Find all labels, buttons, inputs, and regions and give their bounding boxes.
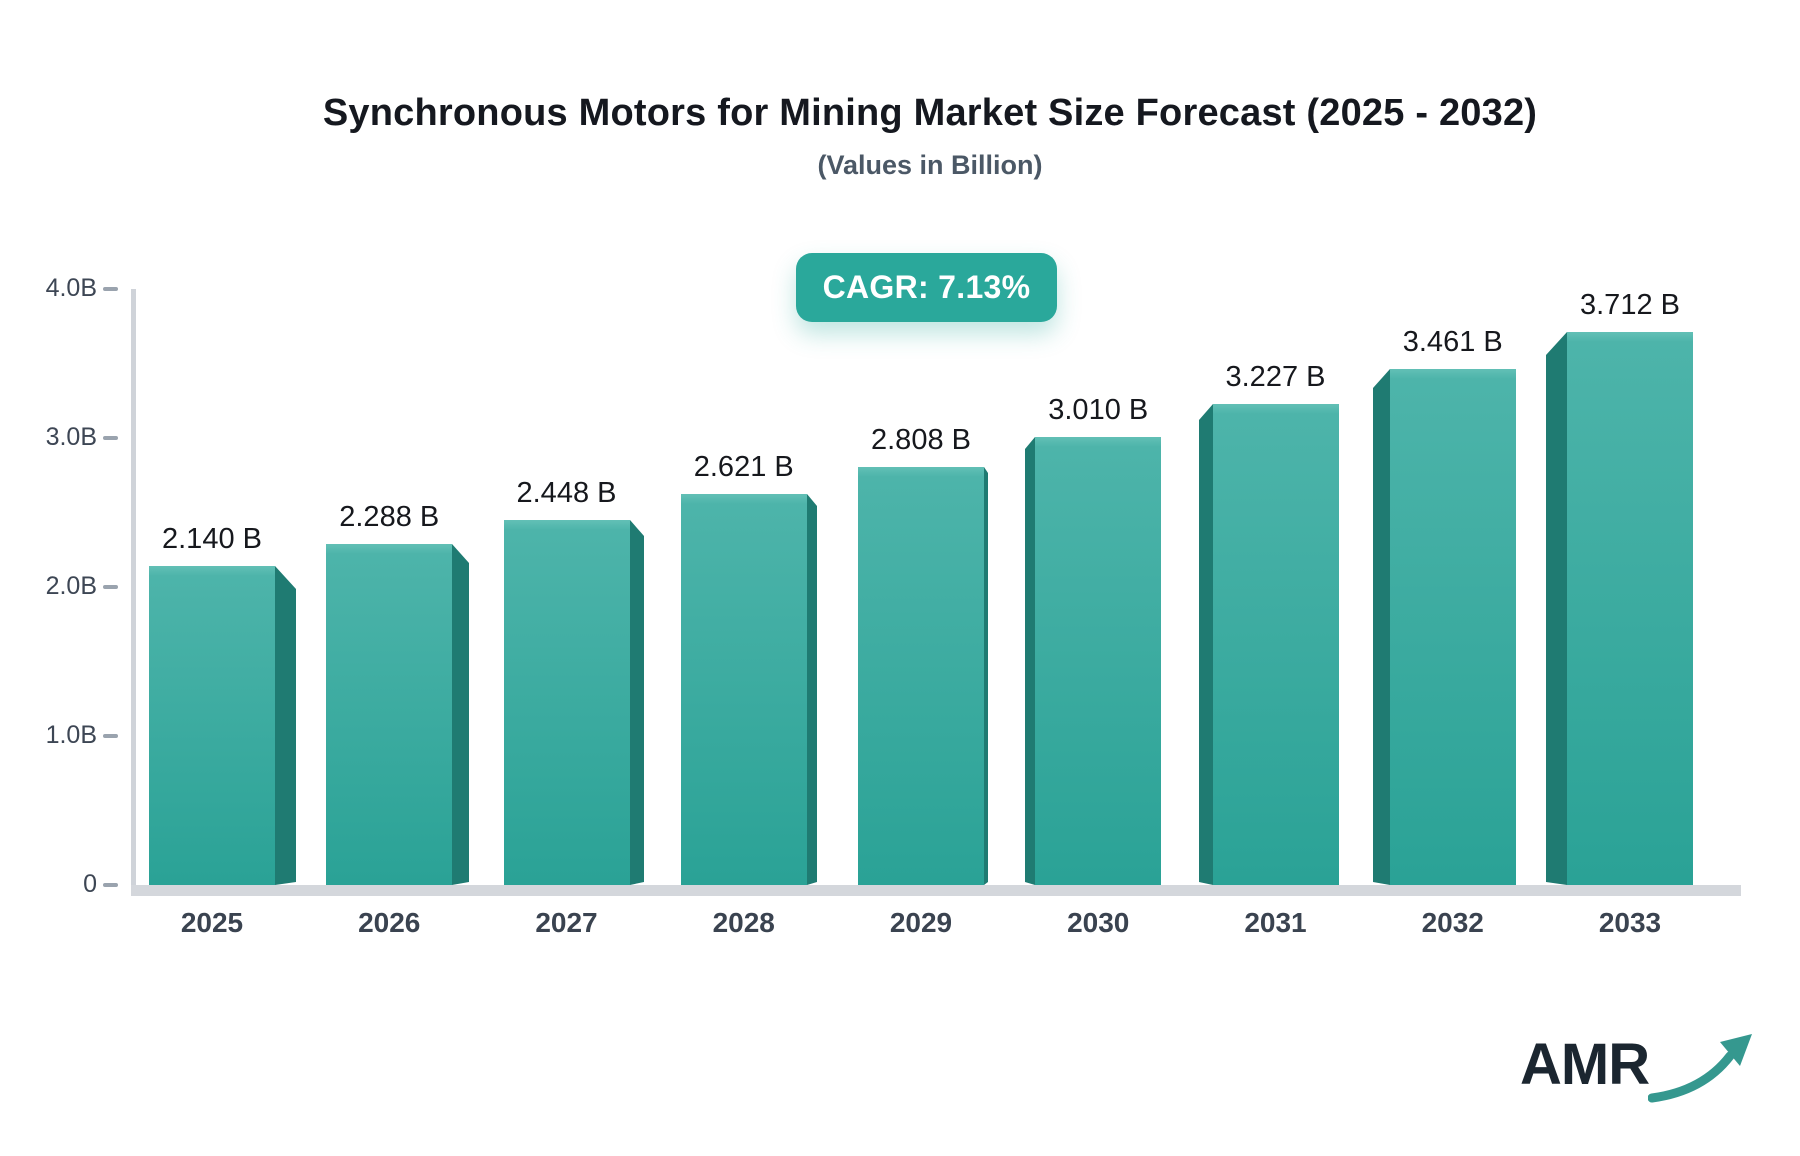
bar-front-face (504, 520, 630, 885)
bar-front-face (1213, 404, 1339, 885)
y-tick-label: 2.0B (45, 572, 97, 600)
bar-front-face (681, 494, 807, 885)
x-tick-label-2027: 2027 (535, 907, 598, 938)
bar-2026[interactable] (326, 544, 452, 885)
y-tick-label: 4.0B (45, 274, 97, 302)
brand-logo-text: AMR (1520, 1032, 1650, 1097)
bar-side-face (275, 566, 296, 885)
bar-side-face (1546, 332, 1567, 885)
y-tick-mark (103, 734, 118, 738)
x-tick-label-2028: 2028 (712, 907, 775, 938)
x-tick-label-2030: 2030 (1067, 907, 1130, 938)
bar-side-face (452, 544, 469, 885)
bar-side-face (630, 520, 644, 885)
bar-value-label: 2.448 B (516, 477, 617, 509)
bar-front-face (326, 544, 452, 885)
bar-value-label: 2.808 B (871, 424, 971, 456)
y-tick-mark (103, 436, 118, 440)
bar-value-label: 2.288 B (339, 501, 440, 533)
chart-subtitle: (Values in Billion) (817, 150, 1043, 180)
bar-value-label: 3.461 B (1402, 326, 1503, 358)
y-tick-label: 3.0B (45, 423, 97, 451)
bar-front-face (1035, 437, 1161, 885)
x-tick-label-2026: 2026 (358, 907, 421, 938)
bar-value-label: 3.010 B (1048, 394, 1149, 426)
bar-value-label: 2.621 B (693, 451, 794, 483)
x-tick-label-2031: 2031 (1244, 907, 1307, 938)
bar-front-face (858, 467, 984, 885)
bar-2027[interactable] (504, 520, 630, 885)
chart-title: Synchronous Motors for Mining Market Siz… (322, 92, 1538, 134)
y-tick-label: 0 (83, 870, 97, 898)
bar-2025[interactable] (149, 566, 275, 885)
cagr-badge: CAGR: 7.13% (796, 253, 1057, 322)
cagr-badge-label: CAGR: 7.13% (822, 269, 1031, 305)
bar-front-face (1567, 332, 1693, 885)
bar-2029[interactable] (858, 467, 984, 885)
bar-2028[interactable] (681, 494, 807, 885)
x-tick-label-2032: 2032 (1421, 907, 1484, 938)
bar-2031[interactable] (1213, 404, 1339, 885)
x-tick-label-2033: 2033 (1598, 907, 1662, 938)
bar-front-face (1390, 369, 1516, 885)
y-tick-mark (103, 883, 118, 887)
bar-value-label: 2.140 B (162, 523, 262, 555)
growth-arrow-icon (1648, 1034, 1752, 1103)
bar-side-face (1199, 404, 1213, 885)
y-tick-label: 1.0B (45, 721, 97, 749)
brand-logo: AMR (1520, 1030, 1760, 1110)
x-tick-label-2029: 2029 (889, 907, 953, 938)
bar-side-face (984, 467, 988, 885)
bar-side-face (807, 494, 817, 885)
bar-side-face (1025, 437, 1035, 885)
bar-front-face (149, 566, 275, 885)
bar-2033[interactable] (1567, 332, 1693, 885)
x-axis-baseline (131, 885, 1741, 896)
x-tick-label-2025: 2025 (180, 907, 244, 938)
bar-2030[interactable] (1035, 437, 1161, 885)
bar-side-face (1373, 369, 1390, 885)
bar-2032[interactable] (1390, 369, 1516, 885)
bar-value-label: 3.712 B (1580, 289, 1680, 321)
y-axis-line (131, 289, 136, 885)
y-tick-mark (103, 585, 118, 589)
y-tick-mark (103, 287, 118, 291)
bar-value-label: 3.227 B (1225, 361, 1326, 393)
